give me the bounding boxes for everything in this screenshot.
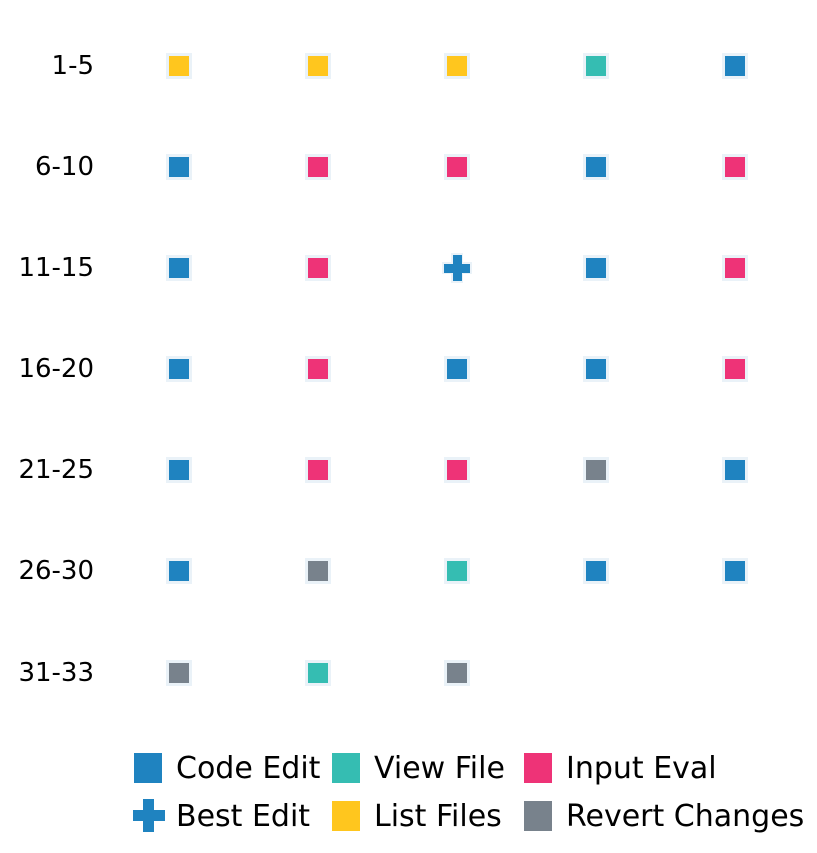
grid-marker-revert-changes xyxy=(583,457,609,483)
grid-marker-code-edit xyxy=(583,558,609,584)
grid-row: 1-5 xyxy=(0,46,817,86)
legend-swatch-icon xyxy=(524,753,552,783)
grid-marker-code-edit xyxy=(583,356,609,382)
grid-marker-code-edit xyxy=(722,558,748,584)
grid-marker-input-eval xyxy=(722,356,748,382)
row-label: 31-33 xyxy=(18,658,94,688)
grid-marker-code-edit xyxy=(166,558,192,584)
legend-label: List Files xyxy=(374,799,502,834)
row-label: 26-30 xyxy=(18,556,94,586)
grid-row: 16-20 xyxy=(0,349,817,389)
grid-row: 21-25 xyxy=(0,450,817,490)
grid-row: 11-15 xyxy=(0,248,817,288)
grid-marker-code-edit xyxy=(583,255,609,281)
grid-marker-best-edit xyxy=(442,253,472,283)
grid-marker-view-file xyxy=(305,660,331,686)
grid-row: 6-10 xyxy=(0,147,817,187)
chart-legend: Code Edit Best Edit View File List Files Inp… xyxy=(0,748,817,853)
grid-marker-list-files xyxy=(166,53,192,79)
grid-marker-input-eval xyxy=(444,154,470,180)
grid-row: 26-30 xyxy=(0,551,817,591)
grid-marker-input-eval xyxy=(305,457,331,483)
grid-marker-input-eval xyxy=(305,255,331,281)
legend-swatch-icon xyxy=(524,801,552,831)
grid-marker-code-edit xyxy=(583,154,609,180)
grid-marker-code-edit xyxy=(166,457,192,483)
grid-marker-input-eval xyxy=(722,255,748,281)
row-label: 11-15 xyxy=(18,253,94,283)
grid-marker-list-files xyxy=(305,53,331,79)
legend-label: Input Eval xyxy=(566,751,717,786)
grid-marker-view-file xyxy=(583,53,609,79)
plus-icon xyxy=(442,253,472,283)
legend-label: View File xyxy=(374,751,505,786)
grid-row: 31-33 xyxy=(0,653,817,693)
legend-swatch-icon xyxy=(332,753,360,783)
legend-label: Code Edit xyxy=(176,751,321,786)
row-label: 6-10 xyxy=(34,152,94,182)
grid-marker-view-file xyxy=(444,558,470,584)
grid-marker-code-edit xyxy=(722,53,748,79)
grid-marker-code-edit xyxy=(166,356,192,382)
row-label: 16-20 xyxy=(18,354,94,384)
grid-marker-list-files xyxy=(444,53,470,79)
grid-marker-revert-changes xyxy=(305,558,331,584)
legend-label: Best Edit xyxy=(176,799,311,834)
grid-marker-code-edit xyxy=(166,255,192,281)
legend-plus-icon xyxy=(133,799,165,832)
grid-marker-revert-changes xyxy=(166,660,192,686)
grid-marker-input-eval xyxy=(722,154,748,180)
grid-marker-code-edit xyxy=(722,457,748,483)
grid-marker-input-eval xyxy=(444,457,470,483)
action-grid: 1-5 6-10 11-15 16-20 21-25 26-30 31-33 xyxy=(0,46,817,693)
grid-marker-input-eval xyxy=(305,356,331,382)
grid-marker-revert-changes xyxy=(444,660,470,686)
row-label: 21-25 xyxy=(18,455,94,485)
grid-marker-input-eval xyxy=(305,154,331,180)
grid-marker-code-edit xyxy=(166,154,192,180)
grid-marker-code-edit xyxy=(444,356,470,382)
legend-swatch-icon xyxy=(134,753,162,783)
legend-label: Revert Changes xyxy=(566,799,805,834)
row-label: 1-5 xyxy=(51,51,94,81)
legend-swatch-icon xyxy=(332,801,360,831)
